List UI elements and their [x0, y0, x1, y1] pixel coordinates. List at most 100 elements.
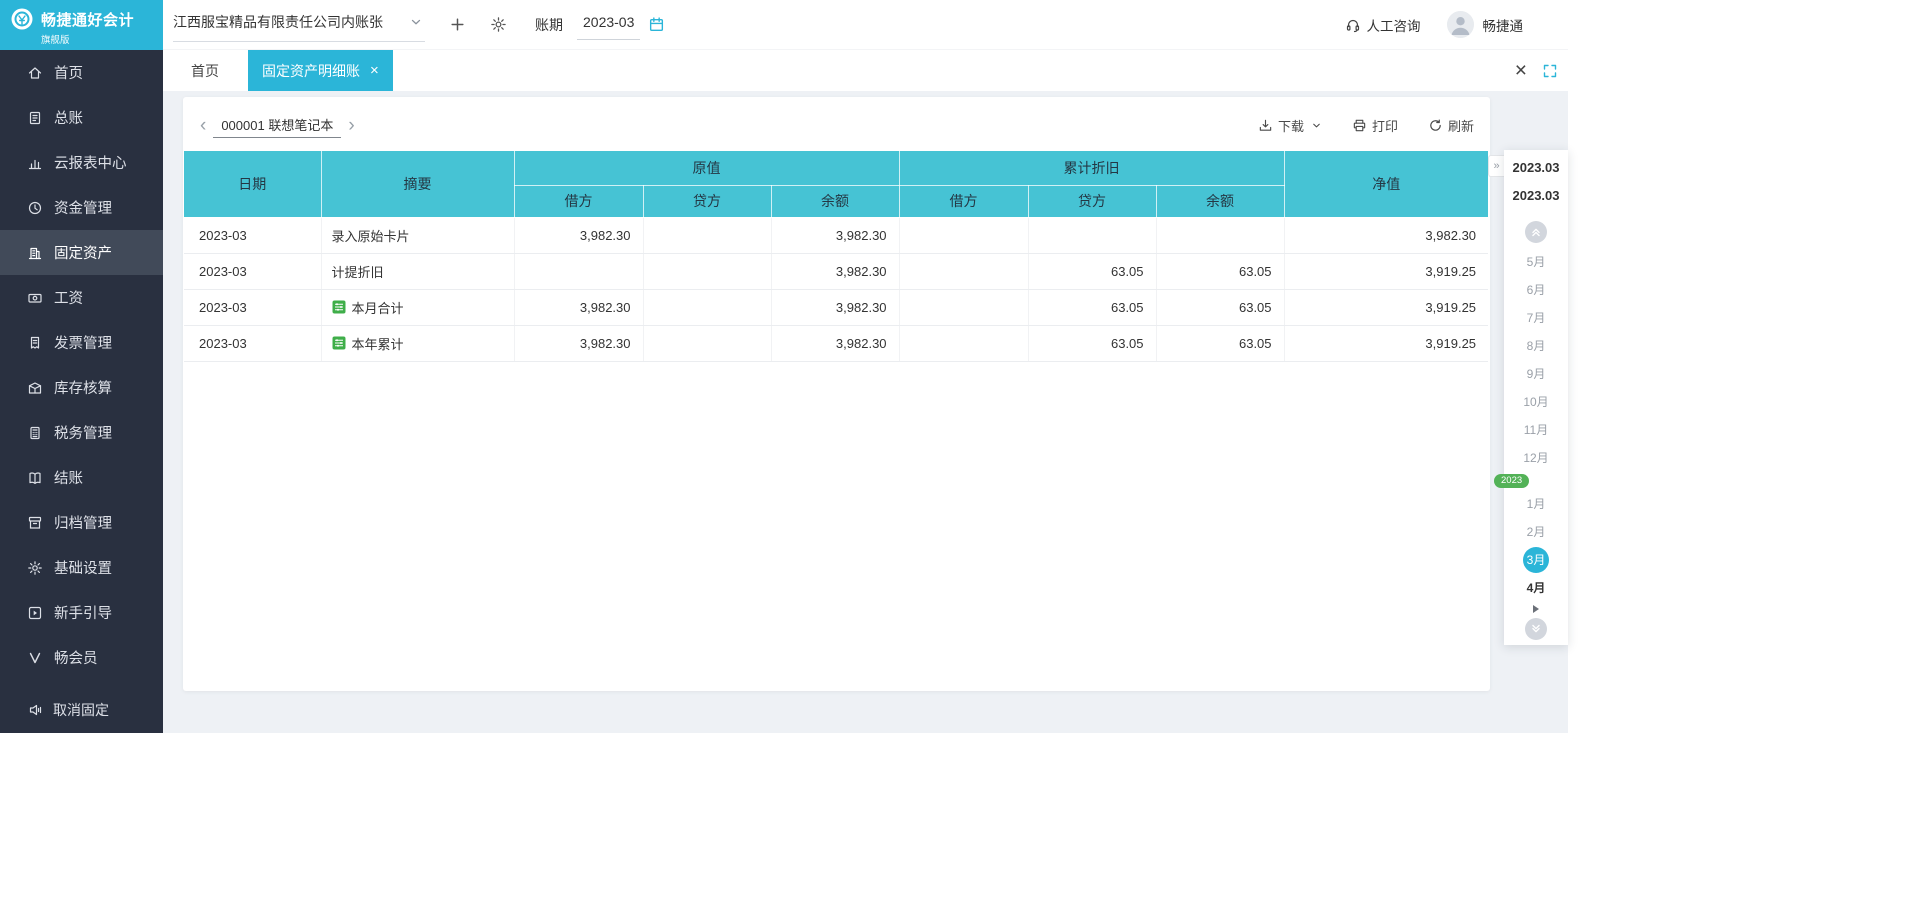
content-area: ‹ 000001 联想笔记本 › 下载 打印 刷新 — [163, 91, 1568, 733]
table-row[interactable]: 2023-03 本年累计 3,982.30 3,982.30 63.05 — [184, 325, 1489, 362]
funds-icon — [27, 200, 43, 216]
app-title: 畅捷通好会计 — [41, 11, 135, 29]
sidebar-item-tax[interactable]: 税务管理 — [0, 410, 163, 455]
timeline-period-header[interactable]: 2023.03 — [1512, 160, 1560, 175]
download-button[interactable]: 下载 — [1258, 116, 1322, 135]
col-header-ov-credit: 贷方 — [642, 184, 772, 218]
timeline-month[interactable]: 12月 — [1523, 451, 1549, 465]
timeline-month[interactable]: 9月 — [1526, 367, 1546, 381]
company-selector[interactable]: 江西服宝精品有限责任公司内账张 — [173, 8, 425, 42]
print-button[interactable]: 打印 — [1352, 116, 1398, 135]
sidebar-item-salary[interactable]: 工资 — [0, 275, 163, 320]
tab-bar: 首页 固定资产明细账 × × — [163, 50, 1568, 91]
col-header-ov-balance: 余额 — [770, 184, 900, 218]
tab-home[interactable]: 首页 — [191, 62, 219, 79]
sidebar-item-funds[interactable]: 资金管理 — [0, 185, 163, 230]
username[interactable]: 畅捷通 — [1482, 18, 1524, 34]
timeline-month[interactable]: 5月 — [1526, 255, 1546, 269]
col-header-net-value: 净值 — [1283, 151, 1489, 218]
sidebar-item-fixed-assets[interactable]: 固定资产 — [0, 230, 163, 275]
table-row[interactable]: 2023-03 录入原始卡片 3,982.30 3,982.30 3,982.3… — [184, 217, 1489, 254]
refresh-icon — [1428, 118, 1443, 133]
timeline-month[interactable]: 11月 — [1523, 423, 1549, 437]
refresh-button[interactable]: 刷新 — [1428, 116, 1474, 135]
tabbar-actions: × — [1515, 50, 1568, 91]
period-label: 账期 — [535, 16, 563, 33]
app-logo: 畅捷通好会计 旗舰版 — [0, 0, 163, 50]
monthly-total-icon — [332, 300, 346, 314]
home-icon — [27, 65, 43, 81]
avatar[interactable] — [1446, 11, 1474, 38]
closing-icon — [27, 470, 43, 486]
sidebar-item-closing[interactable]: 结账 — [0, 455, 163, 500]
company-name: 江西服宝精品有限责任公司内账张 — [173, 13, 383, 30]
headset-icon — [1345, 17, 1361, 33]
timeline-month-selected[interactable]: 3月 — [1523, 547, 1549, 573]
close-icon[interactable]: × — [1514, 59, 1527, 82]
timeline-month[interactable]: 2月 — [1526, 525, 1546, 539]
invoice-icon — [27, 335, 43, 351]
app-edition: 旗舰版 — [41, 35, 70, 46]
col-header-dep-balance: 余额 — [1155, 184, 1285, 218]
current-period-marker-icon — [1533, 605, 1539, 613]
timeline-month[interactable]: 10月 — [1523, 395, 1549, 409]
archive-icon — [27, 515, 43, 531]
timeline-scroll-down-button[interactable] — [1525, 618, 1547, 640]
period-value[interactable]: 2023-03 — [577, 10, 641, 40]
col-header-date: 日期 — [184, 151, 322, 218]
timeline-month-current[interactable]: 4月 — [1526, 581, 1546, 595]
chevron-down-icon — [409, 15, 423, 29]
sidebar-item-archive[interactable]: 归档管理 — [0, 500, 163, 545]
col-header-ov-debit: 借方 — [513, 184, 644, 218]
timeline-month[interactable]: 7月 — [1526, 311, 1546, 325]
add-account-set-button[interactable] — [449, 16, 466, 33]
topbar-right: 人工咨询 畅捷通 — [1345, 11, 1524, 38]
sidebar-item-guide[interactable]: 新手引导 — [0, 590, 163, 635]
timeline-month-list: 5月 6月 7月 8月 9月 10月 11月 12月 2023 1月 2月 3月… — [1494, 248, 1568, 613]
sidebar-item-membership[interactable]: 畅会员 — [0, 635, 163, 680]
download-icon — [1258, 118, 1273, 133]
col-header-dep-credit: 贷方 — [1027, 184, 1157, 218]
sidebar-item-inventory[interactable]: 库存核算 — [0, 365, 163, 410]
table-row[interactable]: 2023-03 本月合计 3,982.30 3,982.30 63.05 — [184, 289, 1489, 326]
col-group-accumulated-depreciation: 累计折旧 — [898, 151, 1285, 186]
brand-coin-icon — [10, 7, 34, 31]
col-group-original-value: 原值 — [513, 151, 900, 186]
gear-icon[interactable] — [490, 16, 507, 33]
sidebar-item-invoices[interactable]: 发票管理 — [0, 320, 163, 365]
col-header-summary: 摘要 — [320, 151, 515, 218]
sidebar-item-settings[interactable]: 基础设置 — [0, 545, 163, 590]
calendar-icon[interactable] — [648, 16, 665, 33]
timeline-month[interactable]: 6月 — [1526, 283, 1546, 297]
sidebar-menu: 首页 总账 云报表中心 资金管理 固定资产 工资 — [0, 50, 163, 680]
prev-asset-button[interactable]: ‹ — [200, 115, 207, 136]
sidebar-item-home[interactable]: 首页 — [0, 50, 163, 95]
timeline-month[interactable]: 8月 — [1526, 339, 1546, 353]
unpin-sidebar-button[interactable]: 取消固定 — [0, 687, 163, 733]
sidebar-item-cloud-reports[interactable]: 云报表中心 — [0, 140, 163, 185]
settings-icon — [27, 560, 43, 576]
tab-fixed-asset-ledger[interactable]: 固定资产明细账 × — [248, 50, 393, 91]
asset-selector[interactable]: 000001 联想笔记本 — [213, 113, 342, 138]
tax-icon — [27, 425, 43, 441]
printer-icon — [1352, 118, 1367, 133]
inventory-icon — [27, 380, 43, 396]
next-asset-button[interactable]: › — [348, 115, 355, 136]
timeline-month[interactable]: 1月 — [1526, 497, 1546, 511]
salary-icon — [27, 290, 43, 306]
timeline-collapse-button[interactable]: » — [1488, 155, 1504, 177]
tab-close-icon[interactable]: × — [370, 62, 379, 79]
sidebar-item-general-ledger[interactable]: 总账 — [0, 95, 163, 140]
timeline-scroll-up-button[interactable] — [1525, 221, 1547, 243]
fixed-asset-ledger-table: 日期 摘要 原值 累计折旧 净值 借方 贷方 余额 借方 贷方 余额 — [184, 151, 1489, 362]
table-row[interactable]: 2023-03 计提折旧 3,982.30 63.05 63.05 3,919.… — [184, 253, 1489, 290]
fullscreen-icon[interactable] — [1542, 63, 1558, 79]
chevron-down-icon — [1311, 120, 1322, 131]
timeline-period-subheader: 2023.03 — [1512, 188, 1560, 203]
guide-icon — [27, 605, 43, 621]
card-toolbar: ‹ 000001 联想笔记本 › 下载 打印 刷新 — [183, 97, 1490, 151]
toolbar-actions: 下载 打印 刷新 — [1258, 116, 1474, 135]
human-support-button[interactable]: 人工咨询 — [1345, 15, 1421, 35]
timeline-year-badge: 2023 — [1494, 474, 1530, 488]
